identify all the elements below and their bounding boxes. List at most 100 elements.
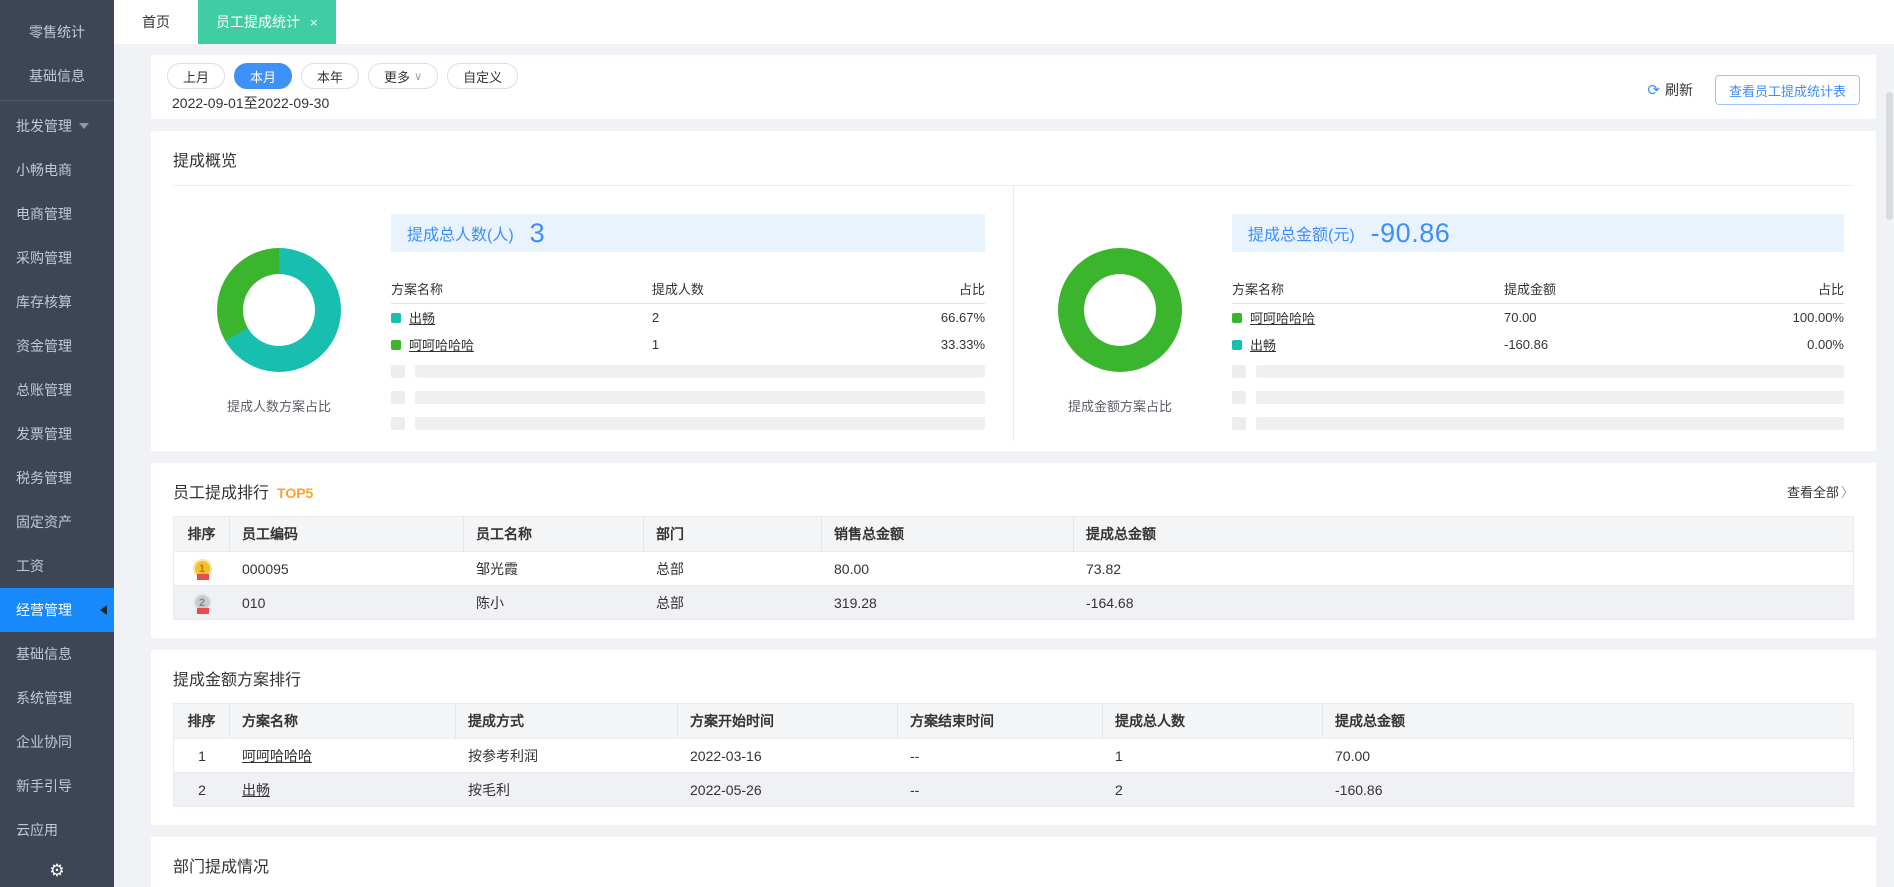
donut-hole — [243, 274, 315, 346]
date-filter-group: 上月 本月 本年 更多 ∨ 自定义 — [167, 63, 527, 89]
people-total-value: 3 — [529, 217, 546, 248]
plan-link[interactable]: 出畅 — [1250, 338, 1277, 353]
employee-ranking-card: 员工提成排行 TOP5 查看全部〉 排序 员工编码 员工名称 部门 销售总金额 提… — [151, 463, 1876, 638]
chevron-down-icon — [79, 123, 89, 129]
plan-ranking-title: 提成金额方案排行 — [173, 672, 302, 689]
people-total-banner: 提成总人数(人) 3 — [391, 214, 985, 252]
sidebar-item-xiaochang-ecom[interactable]: 小畅电商 — [16, 162, 72, 178]
department-commission-card: 部门提成情况 序号 部门名称 提成方式 方案开始时间 方案结束时间 参与提成人数… — [151, 837, 1876, 887]
skeleton-row — [391, 410, 985, 436]
view-commission-report-button[interactable]: 查看员工提成统计表 — [1714, 75, 1860, 105]
department-title: 部门提成情况 — [173, 859, 270, 876]
collapse-arrow-icon — [100, 605, 107, 615]
tab-bar: 首页 员工提成统计 × — [114, 0, 1894, 44]
filter-this-month[interactable]: 本月 — [234, 63, 293, 89]
sidebar-item-beginner-guide[interactable]: 新手引导 — [16, 778, 72, 794]
page-content: 上月 本月 本年 更多 ∨ 自定义 2022-09-01至2022-09-30 ⟳… — [114, 44, 1894, 887]
table-row: 出畅 -160.86 0.00% — [1232, 331, 1844, 358]
table-row: 呵呵哈哈哈 1 33.33% — [391, 331, 985, 358]
skeleton-row — [1232, 384, 1844, 410]
silver-medal-icon: 2 — [192, 593, 212, 614]
table-row: 2 010 陈小 总部 319.28 -164.68 — [174, 586, 1853, 620]
amount-panel: 提成金额方案占比 提成总金额(元) -90.86 方案名称 提成金额 占比 — [1014, 186, 1854, 441]
sidebar-item-general-ledger[interactable]: 总账管理 — [16, 382, 72, 398]
skeleton-row — [391, 384, 985, 410]
refresh-button[interactable]: ⟳ 刷新 — [1647, 82, 1693, 99]
table-header-row: 方案名称 提成人数 占比 — [391, 274, 985, 304]
filter-this-year[interactable]: 本年 — [301, 63, 360, 89]
sidebar-item-ecom-mgmt[interactable]: 电商管理 — [16, 206, 72, 222]
plan-link[interactable]: 呵呵哈哈哈 — [1250, 311, 1316, 326]
plan-link[interactable]: 出畅 — [242, 781, 270, 798]
table-row: 呵呵哈哈哈 70.00 100.00% — [1232, 304, 1844, 331]
people-plan-table: 方案名称 提成人数 占比 出畅 2 66.67% 呵呵哈哈哈 — [391, 274, 985, 436]
table-header-row: 排序 员工编码 员工名称 部门 销售总金额 提成总金额 — [174, 517, 1853, 552]
filter-actions: ⟳ 刷新 查看员工提成统计表 — [1647, 63, 1860, 113]
table-row: 1 000095 邹光霞 总部 80.00 73.82 — [174, 552, 1853, 586]
close-icon[interactable]: × — [310, 14, 318, 30]
filter-more-dropdown[interactable]: 更多 ∨ — [368, 63, 439, 89]
amount-total-banner: 提成总金额(元) -90.86 — [1232, 214, 1844, 252]
commission-overview-card: 提成概览 提成人数方案占比 提成总人数(人) 3 — [151, 131, 1876, 451]
plan-ranking-card: 提成金额方案排行 排序 方案名称 提成方式 方案开始时间 方案结束时间 提成总人… — [151, 650, 1876, 825]
sidebar-item-inventory[interactable]: 库存核算 — [16, 294, 72, 310]
main-area: 首页 员工提成统计 × 上月 本月 本年 更多 ∨ 自定义 2022-09-01至… — [114, 0, 1894, 887]
sidebar-item-cloud-apps[interactable]: 云应用 — [16, 822, 58, 838]
sidebar-divider — [0, 100, 114, 101]
plan-link[interactable]: 出畅 — [409, 311, 436, 326]
amount-donut-caption: 提成金额方案占比 — [1067, 399, 1172, 414]
sidebar-item-invoice[interactable]: 发票管理 — [16, 426, 72, 442]
plan-ranking-table: 排序 方案名称 提成方式 方案开始时间 方案结束时间 提成总人数 提成总金额 1… — [173, 703, 1854, 807]
employee-ranking-table: 排序 员工编码 员工名称 部门 销售总金额 提成总金额 1 000095 邹光霞… — [173, 516, 1854, 620]
gear-icon[interactable]: ⚙ — [49, 861, 65, 880]
donut-hole — [1084, 274, 1156, 346]
refresh-icon: ⟳ — [1647, 82, 1660, 99]
table-header-row: 方案名称 提成金额 占比 — [1232, 274, 1844, 304]
ranking-title: 员工提成排行 TOP5 — [173, 485, 314, 502]
skeleton-row — [1232, 358, 1844, 384]
sidebar-item-enterprise-collab[interactable]: 企业协同 — [16, 734, 72, 750]
filter-bar: 上月 本月 本年 更多 ∨ 自定义 2022-09-01至2022-09-30 ⟳… — [151, 55, 1876, 119]
tab-employee-commission-stats[interactable]: 员工提成统计 × — [198, 0, 336, 44]
sidebar-item-retail-stats[interactable]: 零售统计 — [29, 24, 85, 40]
sidebar-item-tax[interactable]: 税务管理 — [16, 470, 72, 486]
vertical-scrollbar[interactable] — [1886, 92, 1893, 220]
skeleton-row — [1232, 410, 1844, 436]
top5-badge: TOP5 — [277, 485, 314, 501]
sidebar-item-business-mgmt[interactable]: 经营管理 — [0, 588, 114, 632]
amount-plan-table: 方案名称 提成金额 占比 呵呵哈哈哈 70.00 100.00% 出畅 — [1232, 274, 1844, 436]
sidebar: 零售统计 基础信息 批发管理 小畅电商 电商管理 采购管理 库存核算 资金管理 … — [0, 0, 114, 887]
table-row: 1 呵呵哈哈哈 按参考利润 2022-03-16 -- 1 70.00 — [174, 739, 1853, 773]
view-all-link[interactable]: 查看全部〉 — [1786, 484, 1854, 500]
skeleton-row — [391, 358, 985, 384]
gold-medal-icon: 1 — [192, 559, 212, 580]
filter-last-month[interactable]: 上月 — [167, 63, 226, 89]
sidebar-item-funds[interactable]: 资金管理 — [16, 338, 72, 354]
plan-link[interactable]: 呵呵哈哈哈 — [242, 747, 312, 764]
divider — [173, 185, 1854, 186]
table-row: 出畅 2 66.67% — [391, 304, 985, 331]
amount-donut-chart — [1058, 248, 1182, 372]
table-header-row: 排序 方案名称 提成方式 方案开始时间 方案结束时间 提成总人数 提成总金额 — [174, 704, 1853, 739]
sidebar-item-purchasing[interactable]: 采购管理 — [16, 250, 72, 266]
plan-link[interactable]: 呵呵哈哈哈 — [409, 338, 475, 353]
people-panel: 提成人数方案占比 提成总人数(人) 3 方案名称 提成人数 占比 — [173, 186, 1014, 441]
sidebar-item-basic-info[interactable]: 基础信息 — [29, 68, 85, 84]
sidebar-item-payroll[interactable]: 工资 — [16, 558, 44, 574]
legend-swatch — [1232, 339, 1242, 350]
people-donut-chart — [217, 248, 341, 372]
legend-swatch — [1232, 312, 1242, 323]
overview-title: 提成概览 — [173, 153, 238, 170]
sidebar-item-fixed-assets[interactable]: 固定资产 — [16, 514, 72, 530]
sidebar-item-system-mgmt[interactable]: 系统管理 — [16, 690, 72, 706]
filter-custom[interactable]: 自定义 — [447, 63, 519, 89]
amount-total-value: -90.86 — [1370, 217, 1451, 248]
chevron-down-icon: ∨ — [414, 70, 423, 83]
chevron-right-icon: 〉 — [1840, 484, 1854, 500]
legend-swatch — [391, 339, 401, 350]
legend-swatch — [391, 312, 401, 323]
tab-home[interactable]: 首页 — [142, 14, 170, 30]
sidebar-item-wholesale[interactable]: 批发管理 — [0, 104, 114, 148]
sidebar-item-basic-info-2[interactable]: 基础信息 — [16, 646, 72, 662]
table-row: 2 出畅 按毛利 2022-05-26 -- 2 -160.86 — [174, 773, 1853, 807]
